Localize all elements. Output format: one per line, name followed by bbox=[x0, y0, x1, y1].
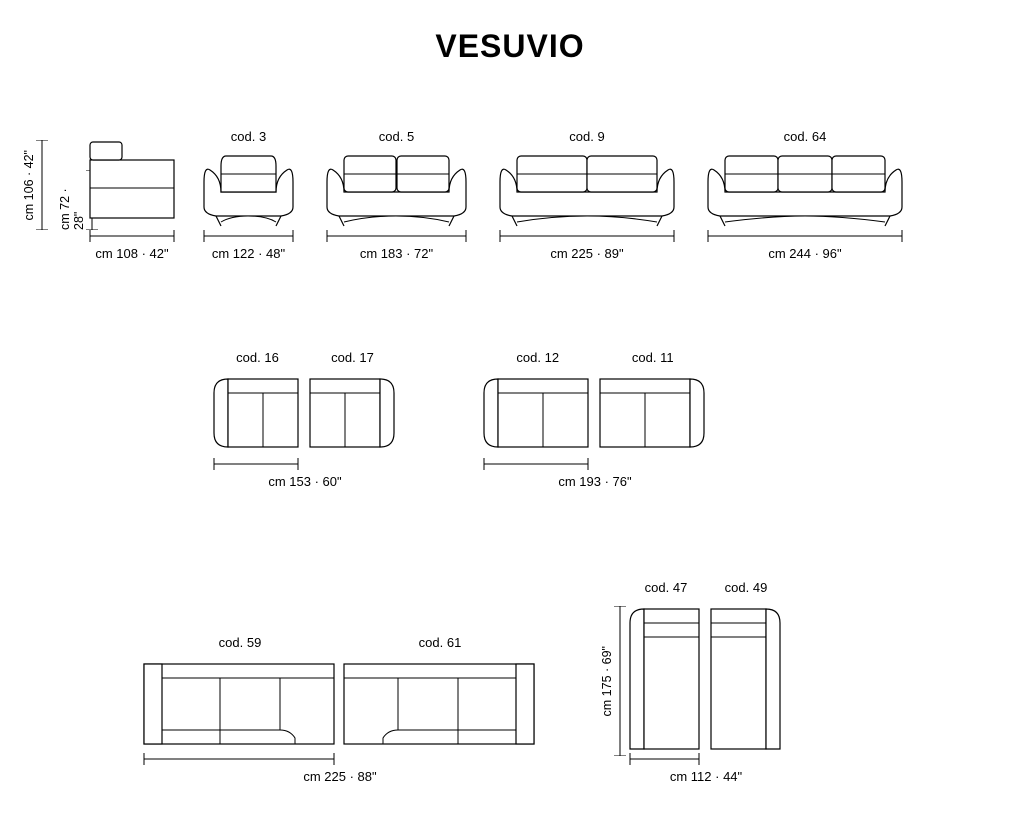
label-cod-5: cod. 5 bbox=[379, 129, 414, 144]
pair-cod-12-11: cod. 12 cod. 11 cm 193 · 76" bbox=[480, 350, 710, 489]
row-3: cod. 59 cod. 61 cm 225 · 88" cm 175 · bbox=[140, 580, 786, 784]
sofa-cod-64: cod. 64 cm 244 · 96" bbox=[700, 129, 910, 261]
label-cod-11: cod. 11 bbox=[632, 350, 674, 365]
sofa-cod-5-drawing bbox=[319, 152, 474, 230]
sofa-cod-3-drawing bbox=[196, 152, 301, 230]
dim-pair-59-61: cm 225 · 88" bbox=[303, 769, 376, 784]
dim-cod-9: cm 225 · 89" bbox=[550, 246, 623, 261]
side-profile: cm 108 · 42" bbox=[86, 120, 178, 261]
row-1: cm 108 · 42" cod. 3 cm 122 · 48" cod. 5 … bbox=[86, 120, 910, 261]
label-cod-47: cod. 47 bbox=[645, 580, 688, 595]
pair-cod-59-61: cod. 59 cod. 61 cm 225 · 88" bbox=[140, 635, 540, 784]
label-cod-49: cod. 49 bbox=[725, 580, 768, 595]
label-cod-17: cod. 17 bbox=[331, 350, 374, 365]
pair-12-11-drawing bbox=[480, 373, 710, 458]
dim-cod-5: cm 183 · 72" bbox=[360, 246, 433, 261]
sofa-cod-9-drawing bbox=[492, 152, 682, 230]
label-cod-12: cod. 12 bbox=[516, 350, 559, 365]
sofa-cod-64-drawing bbox=[700, 152, 910, 230]
label-cod-61: cod. 61 bbox=[419, 635, 462, 650]
dim-cod-3: cm 122 · 48" bbox=[212, 246, 285, 261]
dim-side-width: cm 108 · 42" bbox=[95, 246, 168, 261]
label-cod-3: cod. 3 bbox=[231, 129, 266, 144]
tall-height-group: cm 175 · 69" bbox=[600, 606, 626, 756]
pair-59-61-drawing bbox=[140, 658, 540, 753]
side-profile-drawing bbox=[86, 138, 178, 230]
label-cod-64: cod. 64 bbox=[784, 129, 827, 144]
side-height-outer-group: cm 106 · 42" bbox=[22, 140, 48, 230]
product-title: VESUVIO bbox=[0, 0, 1020, 65]
dim-pair-12-11: cm 193 · 76" bbox=[558, 474, 631, 489]
pair-47-49-drawing bbox=[626, 603, 786, 753]
dim-pair-16-17: cm 153 · 60" bbox=[268, 474, 341, 489]
pair-16-17-drawing bbox=[210, 373, 400, 458]
dim-height-outer: cm 106 · 42" bbox=[22, 150, 36, 220]
sofa-cod-5: cod. 5 cm 183 · 72" bbox=[319, 129, 474, 261]
pair-cod-47-49: cod. 47 cod. 49 cm 112 · 44" bbox=[626, 580, 786, 784]
dim-cod-64: cm 244 · 96" bbox=[768, 246, 841, 261]
dim-pair-47-49: cm 112 · 44" bbox=[670, 769, 742, 784]
sofa-cod-3: cod. 3 cm 122 · 48" bbox=[196, 129, 301, 261]
dim-height-inner: cm 72 · 28" bbox=[58, 170, 86, 230]
label-cod-59: cod. 59 bbox=[219, 635, 262, 650]
label-cod-16: cod. 16 bbox=[236, 350, 279, 365]
dim-tall-height: cm 175 · 69" bbox=[600, 646, 614, 716]
sofa-cod-9: cod. 9 cm 225 · 89" bbox=[492, 129, 682, 261]
row-2: cod. 16 cod. 17 cm 153 · 60" cod. 12 cod… bbox=[210, 350, 710, 489]
pair-cod-16-17: cod. 16 cod. 17 cm 153 · 60" bbox=[210, 350, 400, 489]
label-cod-9: cod. 9 bbox=[569, 129, 604, 144]
